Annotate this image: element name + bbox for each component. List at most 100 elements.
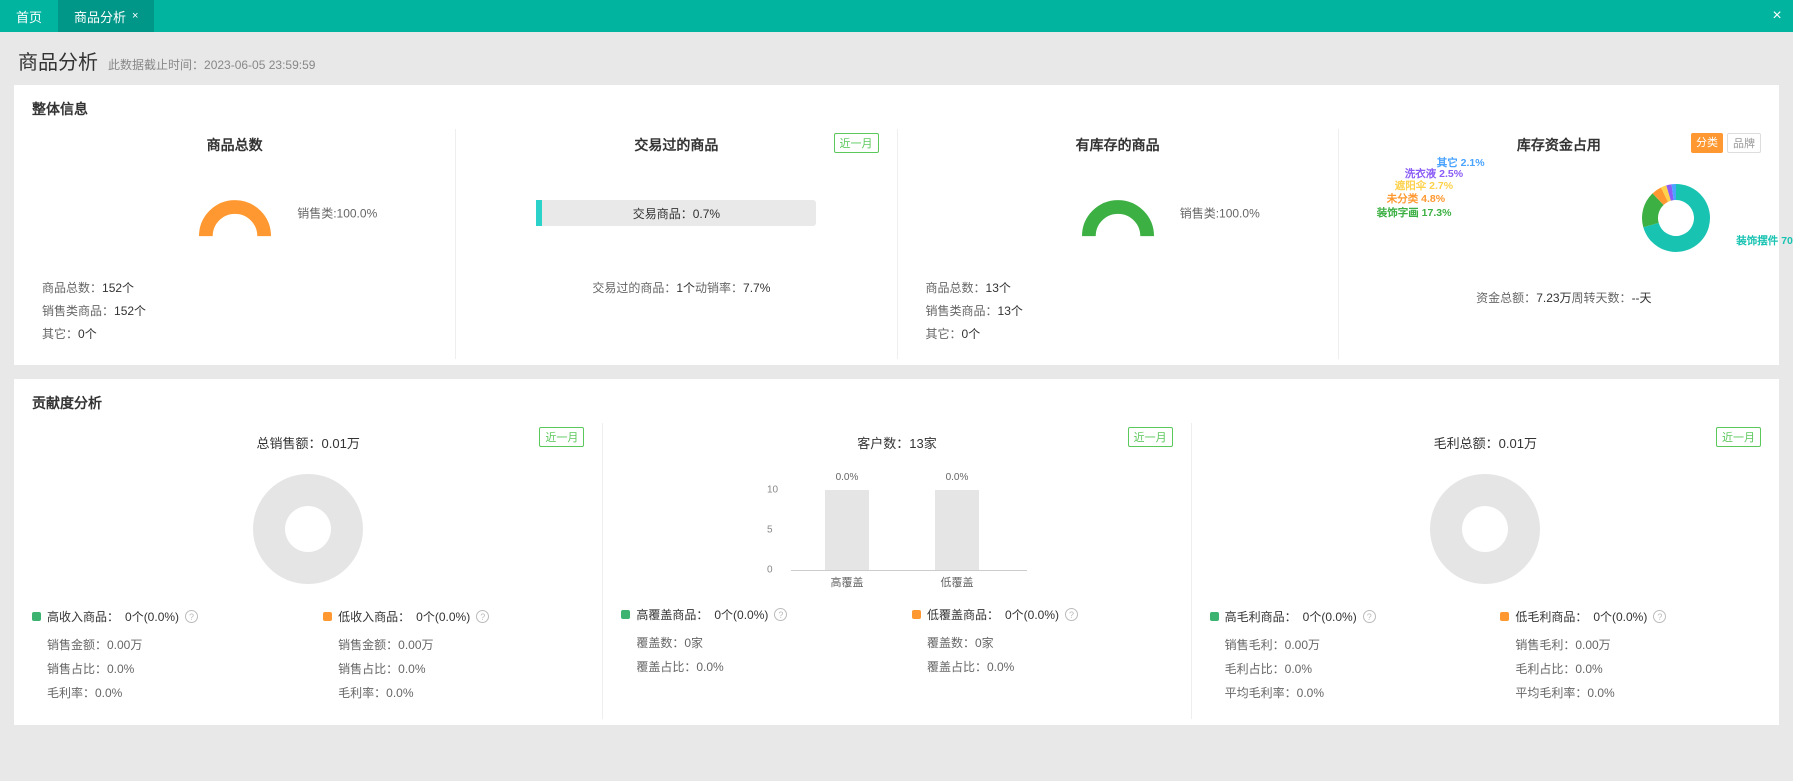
cutoff-label: 此数据截止时间：2023-06-05 23:59:59 [108,56,315,73]
progress-fill [536,200,542,226]
pie-label: 装饰摆件 70.6% [1736,233,1793,248]
panel-customer-contrib: 近一月 客户数：13家 0 5 10 0.0% 高覆盖 0.0% 低覆盖 高覆盖商品：0个(… [602,423,1190,719]
stat-line: 销售毛利：0.00万 [1210,633,1471,657]
toggle-brand[interactable]: 品牌 [1727,133,1761,153]
empty-donut [1430,474,1540,584]
legend-swatch [323,612,332,621]
stat-line: 销售占比：0.0% [32,657,293,681]
panel-stats: 商品总数：152个销售类商品：152个其它：0个 [32,263,437,345]
tab-label: 商品分析 [74,7,126,26]
x-axis [791,570,1027,571]
help-icon[interactable]: ? [476,610,489,623]
stat-header: 低收入商品：0个(0.0%) ? [323,608,584,633]
ring-legend: 销售类:100.0% [1180,205,1260,222]
legend-swatch [912,610,921,619]
panel-inventory-capital: 分类 品牌 库存资金占用 装饰摆件 70.6%装饰字画 17.3%未分类 4.8… [1338,129,1779,359]
page-header: 商品分析 此数据截止时间：2023-06-05 23:59:59 [0,32,1793,85]
stat-line: 毛利占比：0.0% [1500,657,1761,681]
bar [825,490,869,570]
tab-bar: 首页 商品分析 × × [0,0,1793,32]
ring-legend: 销售类:100.0% [297,205,377,222]
period-badge[interactable]: 近一月 [539,427,584,447]
progress-label: 交易商品：0.7% [633,205,720,222]
stat-header: 高毛利商品：0个(0.0%) ? [1210,608,1471,633]
panel-sales-contrib: 近一月 总销售额：0.01万 高收入商品：0个(0.0%) ? 销售金额：0.0… [14,423,602,719]
help-icon[interactable]: ? [1653,610,1666,623]
bar-category-label: 高覆盖 [830,574,863,590]
panel-stats: 高收入商品：0个(0.0%) ? 销售金额：0.00万销售占比：0.0%毛利率：… [32,608,584,705]
stat-line: 交易过的商品：1个 [592,277,695,300]
toggle-category[interactable]: 分类 [1691,133,1723,153]
stat-line: 销售金额：0.00万 [323,633,584,657]
stat-line: 销售毛利：0.00万 [1500,633,1761,657]
y-tick-label: 10 [767,485,778,496]
close-icon[interactable]: × [132,10,138,22]
panel-instock-products: 有库存的商品 销售类:100.0% 商品总数：13个销售类商品：13个其它：0个 [897,129,1338,359]
stat-line: 毛利占比：0.0% [1210,657,1471,681]
tab-home[interactable]: 首页 [0,0,58,32]
bar-chart: 0 5 10 0.0% 高覆盖 0.0% 低覆盖 [767,470,1027,590]
stat-line: 其它：0个 [42,323,437,346]
legend-swatch [621,610,630,619]
stat-line: 平均毛利率：0.0% [1500,681,1761,705]
pie-label: 未分类 4.8% [1387,191,1445,206]
stat-header: 高覆盖商品：0个(0.0%) ? [621,606,882,631]
progress-bar: 交易商品：0.7% [536,200,816,226]
tabbar-close-icon[interactable]: × [1761,0,1793,32]
stat-line: 覆盖占比：0.0% [621,655,882,679]
stat-line: 动销率：7.7% [695,277,770,300]
panel-title: 交易过的商品 [474,135,878,163]
period-badge[interactable]: 近一月 [1128,427,1173,447]
bar-category-label: 低覆盖 [940,574,973,590]
panel-gross-contrib: 近一月 毛利总额：0.01万 高毛利商品：0个(0.0%) ? 销售毛利：0.0… [1191,423,1779,719]
stat-line: 销售类商品：13个 [926,300,1320,323]
bar-value-label: 0.0% [946,472,969,483]
help-icon[interactable]: ? [774,608,787,621]
panel-traded-products: 近一月 交易过的商品 交易商品：0.7% 交易过的商品：1个动销率：7.7% [455,129,896,359]
stat-line: 销售金额：0.00万 [32,633,293,657]
panel-title: 总销售额：0.01万 [32,429,584,460]
stat-line: 其它：0个 [926,323,1320,346]
stat-line: 覆盖数：0家 [621,631,882,655]
help-icon[interactable]: ? [1065,608,1078,621]
stat-line: 资金总额：7.23万 [1476,287,1571,310]
contribution-title: 贡献度分析 [14,393,1779,423]
stat-header: 低覆盖商品：0个(0.0%) ? [912,606,1173,631]
panel-title: 有库存的商品 [916,135,1320,163]
halfring-chart [1063,183,1173,243]
bar-value-label: 0.0% [836,472,859,483]
contribution-card: 贡献度分析 近一月 总销售额：0.01万 高收入商品：0个(0.0%) ? 销售… [14,379,1779,725]
pie-label: 装饰字画 17.3% [1377,205,1452,220]
legend-swatch [1500,612,1509,621]
stat-header: 高收入商品：0个(0.0%) ? [32,608,293,633]
panel-stats: 资金总额：7.23万周转天数：--天 [1357,273,1761,310]
stat-line: 毛利率：0.0% [323,681,584,705]
y-tick-label: 0 [767,565,773,576]
panel-stats: 高毛利商品：0个(0.0%) ? 销售毛利：0.00万毛利占比：0.0%平均毛利… [1210,608,1761,705]
stat-line: 商品总数：152个 [42,277,437,300]
panel-stats: 高覆盖商品：0个(0.0%) ? 覆盖数：0家覆盖占比：0.0% 低覆盖商品：0… [621,606,1172,679]
legend-swatch [32,612,41,621]
help-icon[interactable]: ? [185,610,198,623]
bar [935,490,979,570]
help-icon[interactable]: ? [1363,610,1376,623]
pie-label: 其它 2.1% [1437,155,1485,170]
panel-title: 毛利总额：0.01万 [1210,429,1761,460]
panel-title: 客户数：13家 [621,429,1172,460]
stat-line: 平均毛利率：0.0% [1210,681,1471,705]
tab-product-analysis[interactable]: 商品分析 × [58,0,154,32]
grouping-toggle: 分类 品牌 [1691,133,1761,153]
overall-title: 整体信息 [14,99,1779,129]
overall-card: 整体信息 商品总数 销售类:100.0% 商品总数：152个销售类商品：152个… [14,85,1779,365]
stat-line: 覆盖占比：0.0% [912,655,1173,679]
period-badge[interactable]: 近一月 [834,133,879,153]
halfring-chart [180,183,290,243]
stat-header: 低毛利商品：0个(0.0%) ? [1500,608,1761,633]
empty-donut [253,474,363,584]
stat-line: 商品总数：13个 [926,277,1320,300]
y-tick-label: 5 [767,525,773,536]
panel-total-products: 商品总数 销售类:100.0% 商品总数：152个销售类商品：152个其它：0个 [14,129,455,359]
stat-line: 销售类商品：152个 [42,300,437,323]
period-badge[interactable]: 近一月 [1716,427,1761,447]
panel-title: 商品总数 [32,135,437,163]
